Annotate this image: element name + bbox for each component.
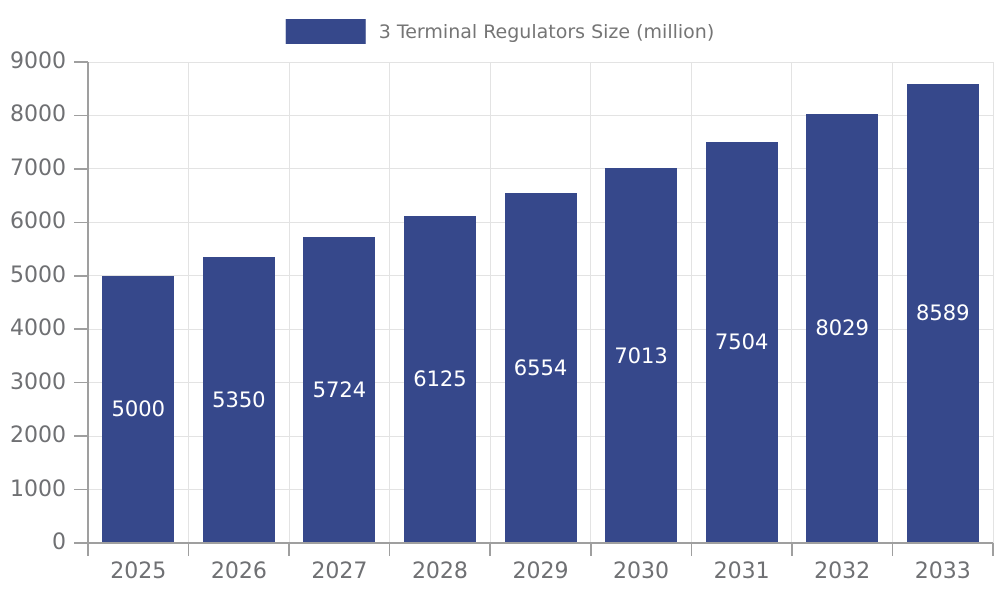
x-axis-tick-label: 2031 (713, 559, 770, 584)
gridline-horizontal (88, 168, 993, 170)
gridline-vertical (690, 62, 692, 543)
gridline-horizontal (88, 61, 993, 63)
bar: 7013 (605, 168, 678, 543)
y-axis-tick-label: 1000 (10, 476, 66, 502)
gridline-horizontal (88, 114, 993, 116)
bar: 8589 (906, 83, 979, 543)
bar: 7504 (705, 141, 778, 543)
bar-value-label: 7504 (714, 330, 769, 355)
y-axis-tick (74, 275, 88, 277)
gridline-vertical (489, 62, 491, 543)
y-axis-tick-label: 2000 (10, 423, 66, 449)
bar-value-label: 6554 (513, 355, 568, 380)
gridline-vertical (188, 62, 190, 543)
x-axis-tick-label: 2030 (613, 559, 670, 584)
y-axis-tick (74, 328, 88, 330)
bar-value-label: 5724 (312, 378, 367, 403)
x-axis-tick-label: 2033 (914, 559, 971, 584)
y-axis-tick-label: 8000 (10, 102, 66, 128)
chart-legend: 3 Terminal Regulators Size (million) (285, 19, 715, 44)
bar: 5724 (303, 237, 376, 543)
bar-value-label: 5350 (212, 388, 266, 413)
y-axis-tick-label: 0 (52, 530, 66, 555)
y-axis-tick (74, 381, 88, 384)
x-axis-tick-label: 2026 (210, 559, 267, 584)
y-axis-tick-label: 3000 (10, 369, 66, 395)
y-axis-tick (74, 168, 88, 170)
x-axis-tick (791, 543, 793, 556)
y-axis-tick-label: 5000 (10, 262, 66, 288)
x-axis-tick (388, 543, 391, 556)
y-axis-tick (74, 488, 88, 491)
x-axis-tick (690, 543, 693, 556)
y-axis-tick (74, 435, 88, 437)
x-axis-tick (891, 543, 894, 556)
x-axis-tick-label: 2027 (311, 559, 368, 584)
plot-area: 0 1000 2000 3000 4000 5000 6000 7000 8000 9000 500… (10, 49, 994, 584)
x-axis-tick-label: 2032 (814, 559, 871, 584)
y-axis-tick-label: 9000 (10, 49, 66, 74)
bar-value-label: 5000 (111, 397, 165, 422)
bar-value-label: 8029 (815, 316, 869, 341)
y-axis-tick (74, 114, 88, 117)
bar: 6125 (403, 215, 476, 543)
x-axis-tick (489, 543, 491, 556)
y-axis-tick-label: 6000 (10, 209, 66, 235)
x-axis-tick-label: 2028 (411, 559, 468, 584)
gridline-vertical (288, 62, 290, 543)
y-axis-tick-label: 7000 (10, 155, 66, 181)
legend-label: 3 Terminal Regulators Size (million) (378, 20, 715, 43)
x-axis-tick (590, 543, 592, 556)
bar: 5000 (102, 275, 175, 543)
gridline-vertical (891, 62, 893, 543)
y-axis-line (87, 62, 89, 543)
bar: 6554 (504, 192, 577, 543)
x-axis-tick (288, 543, 290, 556)
y-axis-tick (74, 542, 88, 544)
bar: 5350 (202, 257, 275, 543)
gridline-vertical (590, 62, 592, 543)
gridline-vertical (992, 62, 994, 543)
x-axis-tick (992, 543, 994, 556)
bar: 8029 (806, 113, 879, 543)
legend-swatch (285, 19, 366, 44)
x-axis-tick (87, 543, 89, 556)
gridline-vertical (389, 62, 391, 543)
y-axis-tick-label: 4000 (10, 316, 66, 342)
bar-value-label: 7013 (614, 343, 668, 368)
gridline-vertical (791, 62, 793, 543)
y-axis-tick (74, 221, 88, 224)
x-axis-tick-label: 2029 (512, 559, 569, 584)
bar-value-label: 8589 (915, 301, 970, 326)
y-axis-tick (74, 61, 88, 63)
x-axis-tick-label: 2025 (110, 559, 167, 584)
x-axis-line (88, 542, 993, 544)
x-axis-tick (187, 543, 190, 556)
bar-value-label: 6125 (413, 367, 467, 392)
